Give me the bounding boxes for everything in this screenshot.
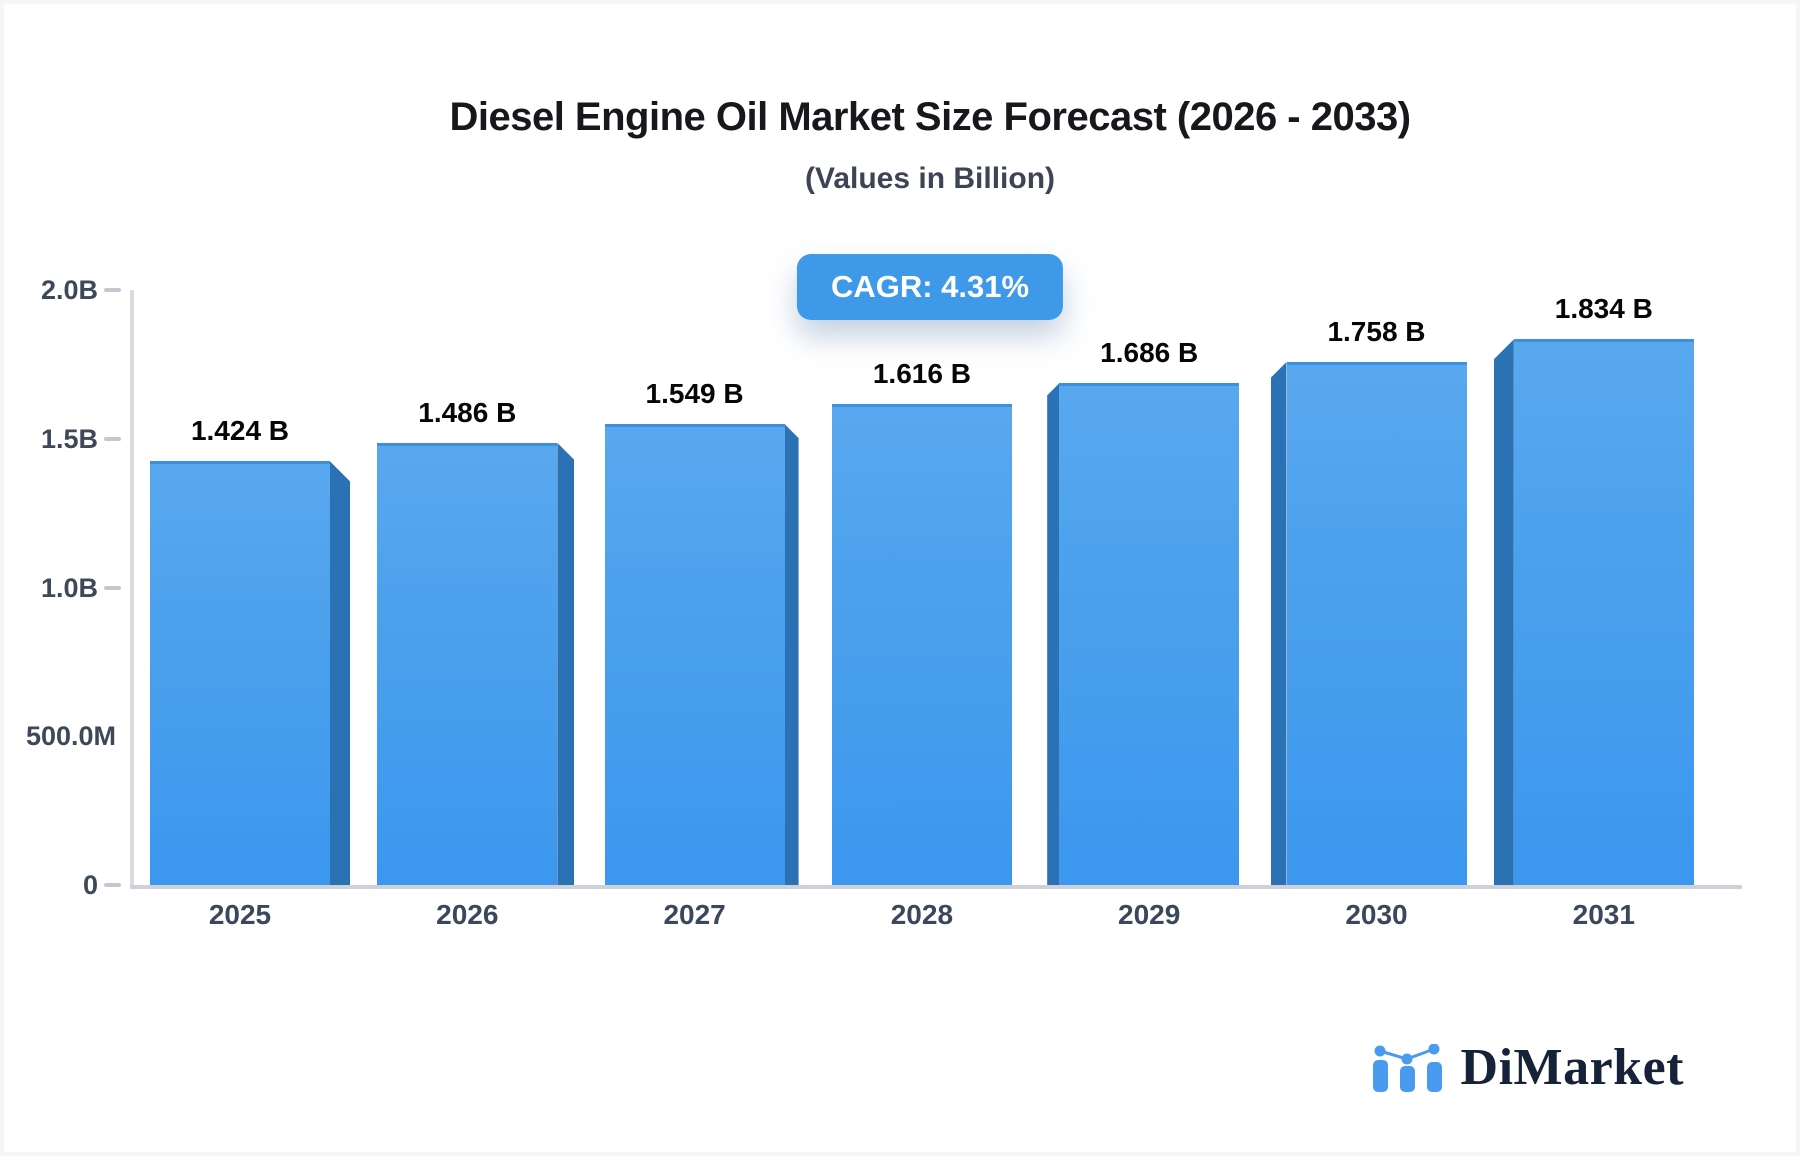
bar-2027 <box>604 424 785 885</box>
x-tick-label: 2029 <box>1118 899 1181 930</box>
x-tick-label: 2031 <box>1572 899 1635 930</box>
bar-side-2025 <box>330 461 350 885</box>
y-axis-line <box>130 290 134 889</box>
brand-logo-text: DiMarket <box>1460 1039 1684 1096</box>
bar-value-label: 1.486 B <box>418 396 517 428</box>
y-tick-dash <box>104 436 121 441</box>
x-tick-label: 2028 <box>890 899 954 930</box>
bar-side-2027 <box>784 424 799 885</box>
brand-logo[interactable]: DiMarket <box>1372 1038 1684 1097</box>
y-tick-label: 1.5B <box>40 423 98 454</box>
bar-value-label: 1.424 B <box>190 415 290 447</box>
bar-chart-logo-icon <box>1372 1043 1442 1092</box>
y-tick-dash <box>104 585 121 590</box>
x-tick-label: 2030 <box>1345 899 1408 930</box>
y-tick-label: 500.0M <box>25 721 116 752</box>
y-tick-dash <box>104 288 121 292</box>
x-tick-label: 2027 <box>663 899 726 930</box>
bar-value-label: 1.758 B <box>1327 315 1426 347</box>
cagr-badge: CAGR: 4.31% <box>796 254 1064 320</box>
bar-2030 <box>1286 361 1467 885</box>
y-tick-dash <box>104 883 121 887</box>
bar-side-2029 <box>1047 383 1060 885</box>
bar-side-2026 <box>557 442 575 885</box>
bar-2025 <box>150 461 330 885</box>
bar-2028 <box>831 404 1012 885</box>
chart-title: Diesel Engine Oil Market Size Forecast (… <box>449 95 1411 139</box>
bar-value-label: 1.616 B <box>872 358 971 390</box>
bar-2031 <box>1513 339 1694 885</box>
y-tick-label: 0 <box>82 870 98 900</box>
bar-value-label: 1.549 B <box>645 378 744 410</box>
y-tick-label: 2.0B <box>40 275 98 305</box>
x-axis-line <box>130 885 1742 889</box>
y-tick-label: 1.0B <box>40 572 98 603</box>
bar-side-2031 <box>1493 339 1514 885</box>
chart-subtitle: (Values in Billion) <box>804 162 1056 195</box>
bar-value-label: 1.834 B <box>1554 293 1653 325</box>
bar-2029 <box>1059 383 1240 885</box>
bar-2026 <box>377 442 558 885</box>
x-tick-label: 2025 <box>208 899 272 930</box>
bar-value-label: 1.686 B <box>1100 337 1199 369</box>
x-tick-label: 2026 <box>436 899 499 930</box>
bar-side-2030 <box>1270 361 1287 885</box>
